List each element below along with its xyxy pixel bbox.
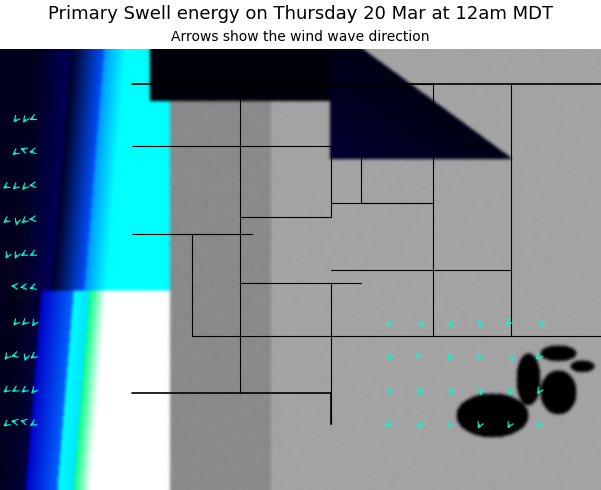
Text: Primary Swell energy on Thursday 20 Mar at 12am MDT: Primary Swell energy on Thursday 20 Mar … (48, 5, 553, 23)
Text: Arrows show the wind wave direction: Arrows show the wind wave direction (171, 30, 430, 44)
